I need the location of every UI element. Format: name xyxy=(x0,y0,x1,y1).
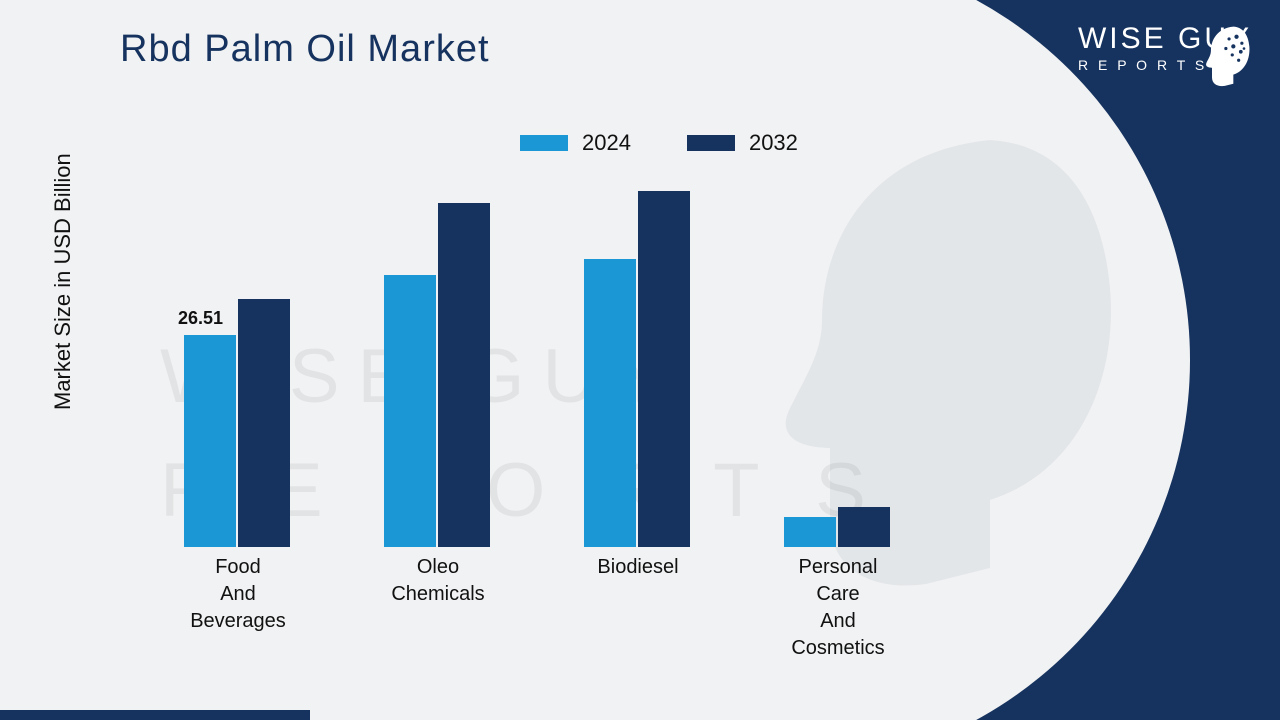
bar-3-1 xyxy=(838,507,890,547)
brand-head-icon xyxy=(1200,24,1256,88)
bar-0-1 xyxy=(238,299,290,547)
category-label-0: Food And Beverages xyxy=(158,554,318,635)
bar-0-0 xyxy=(184,335,236,547)
bar-3-0 xyxy=(784,517,836,547)
bottom-accent-bar xyxy=(0,710,310,720)
chart-stage: WISE GUY R E P O R T S Market Size in US… xyxy=(60,130,960,690)
brand-logo: WISE GUY R E P O R T S xyxy=(1078,24,1252,72)
value-callout: 26.51 xyxy=(178,308,223,329)
chart-title: Rbd Palm Oil Market xyxy=(120,28,490,71)
category-label-2: Biodiesel xyxy=(558,554,718,581)
category-label-1: Oleo Chemicals xyxy=(358,554,518,608)
bar-1-0 xyxy=(384,275,436,547)
y-axis-label: Market Size in USD Billion xyxy=(50,153,76,410)
bar-2-0 xyxy=(584,259,636,547)
bar-2-1 xyxy=(638,191,690,547)
bar-1-1 xyxy=(438,203,490,547)
category-label-3: Personal Care And Cosmetics xyxy=(758,554,918,662)
chart-plot-area: 26.51 xyxy=(146,148,946,548)
